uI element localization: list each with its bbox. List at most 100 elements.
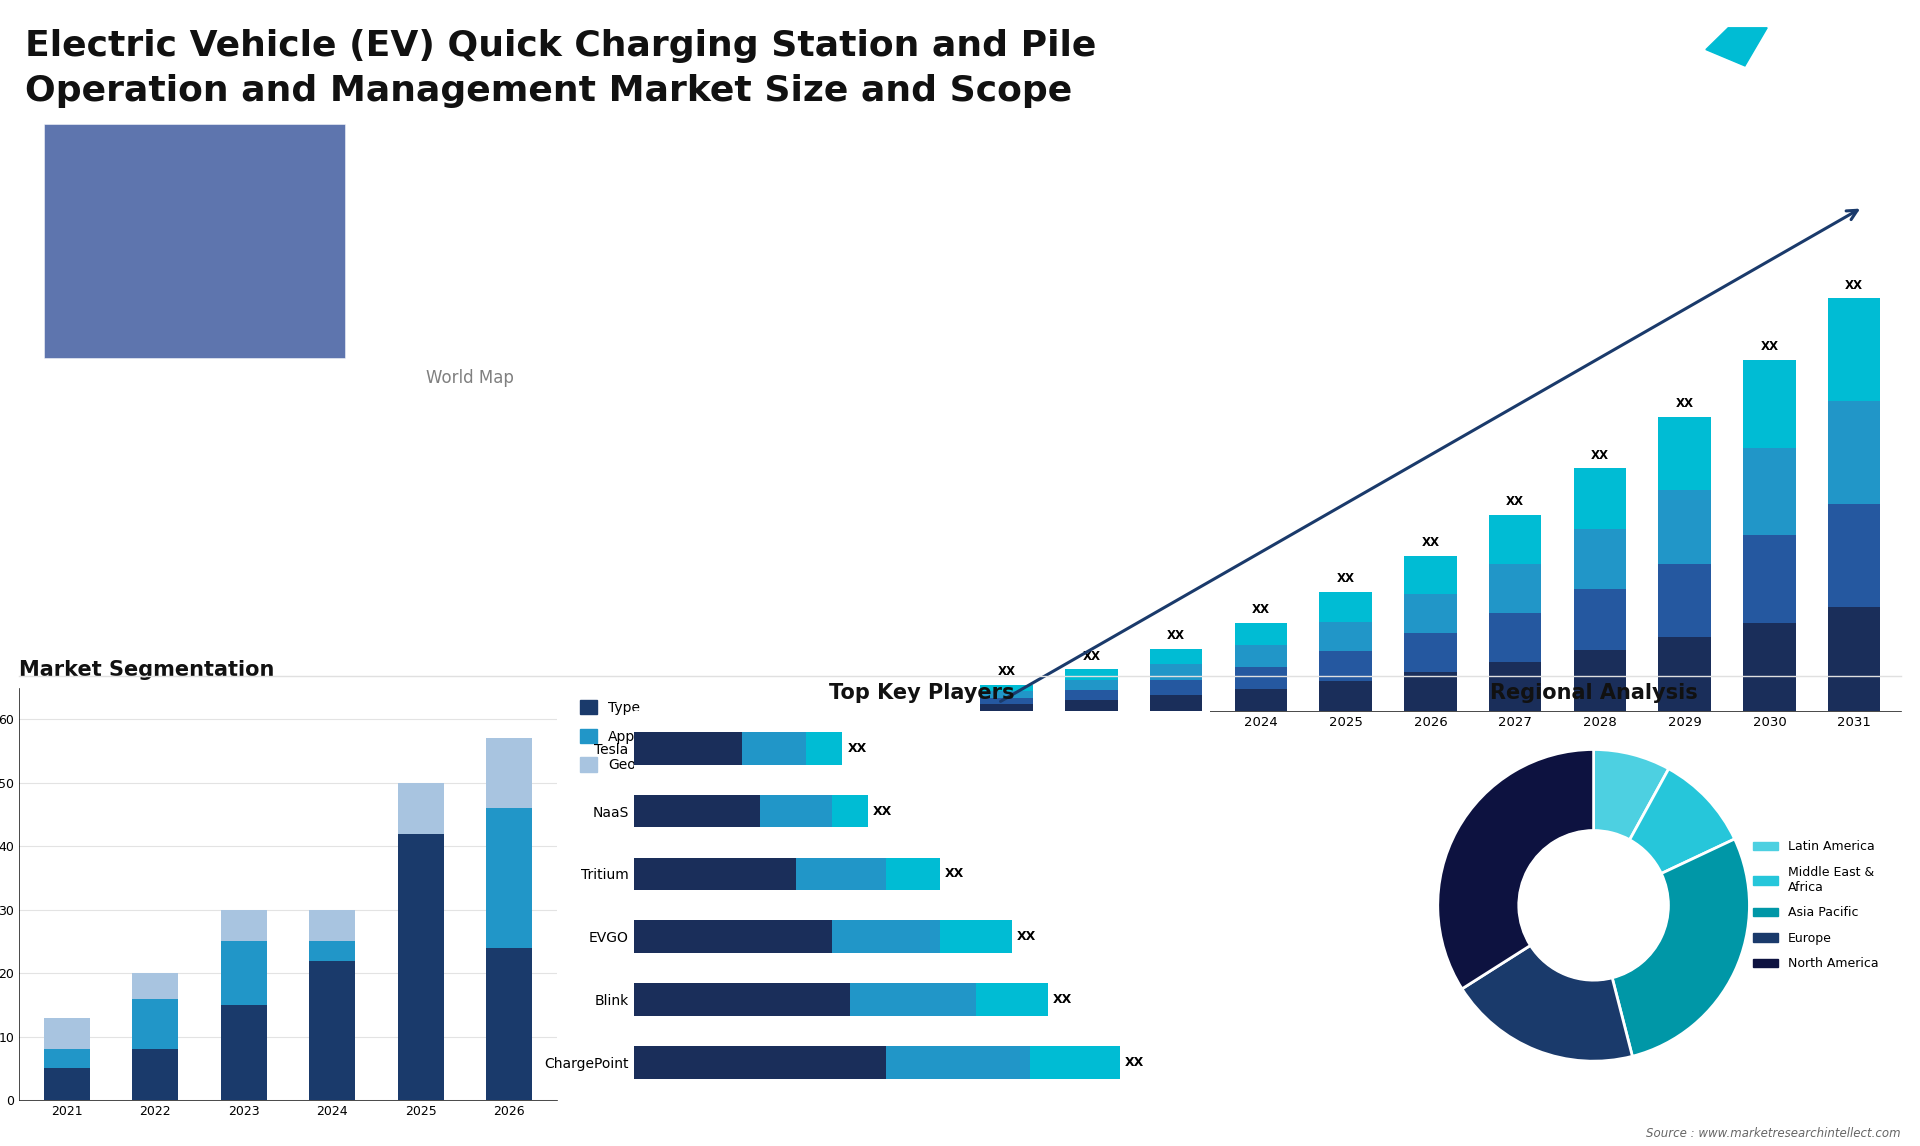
Text: INTELLECT: INTELLECT — [1795, 65, 1849, 74]
Text: XX: XX — [1676, 398, 1693, 410]
Bar — [741, 732, 806, 764]
Bar — [885, 1046, 1029, 1078]
Bar — [1066, 680, 1117, 690]
Text: XX: XX — [1018, 931, 1037, 943]
Bar — [221, 1005, 267, 1100]
Bar — [975, 983, 1048, 1017]
Text: XX: XX — [1421, 536, 1440, 549]
Bar — [1066, 669, 1117, 680]
Bar — [1150, 664, 1202, 680]
Bar — [831, 794, 868, 827]
Bar — [1743, 360, 1795, 448]
Bar — [486, 808, 532, 948]
Bar — [1574, 528, 1626, 589]
Legend: Latin America, Middle East &
Africa, Asia Pacific, Europe, North America: Latin America, Middle East & Africa, Asi… — [1747, 835, 1884, 975]
Bar — [634, 920, 831, 953]
Bar — [1743, 623, 1795, 711]
Text: World Map: World Map — [426, 369, 515, 387]
Text: XX: XX — [1761, 340, 1778, 353]
Bar — [132, 998, 179, 1050]
Bar — [1828, 607, 1880, 711]
Bar — [981, 698, 1033, 704]
Legend: Type, Application, Geography: Type, Application, Geography — [574, 694, 691, 778]
Polygon shape — [1705, 28, 1766, 65]
Text: XX: XX — [1052, 994, 1071, 1006]
Bar — [1404, 556, 1457, 595]
Bar — [1659, 417, 1711, 490]
Bar — [1235, 689, 1286, 711]
Bar — [1828, 401, 1880, 504]
Bar — [309, 942, 355, 960]
Bar — [1574, 589, 1626, 650]
Bar — [1235, 645, 1286, 667]
Text: XX: XX — [874, 804, 893, 817]
Bar — [634, 1046, 885, 1078]
Bar — [1743, 535, 1795, 623]
Polygon shape — [1645, 28, 1684, 65]
Bar — [1828, 504, 1880, 607]
Bar — [221, 910, 267, 942]
Bar — [1828, 298, 1880, 401]
Text: XX: XX — [1845, 278, 1862, 291]
Bar — [795, 857, 885, 890]
Bar — [132, 973, 179, 998]
Bar — [309, 910, 355, 942]
Bar — [1743, 448, 1795, 535]
Bar — [1574, 469, 1626, 528]
Text: XX: XX — [1167, 629, 1185, 642]
Bar — [1404, 672, 1457, 711]
Bar — [1574, 650, 1626, 711]
Bar — [1150, 680, 1202, 694]
Bar — [831, 920, 939, 953]
Circle shape — [1519, 831, 1668, 980]
Bar — [634, 983, 849, 1017]
Text: XX: XX — [998, 666, 1016, 678]
Bar — [634, 857, 795, 890]
Bar — [939, 920, 1012, 953]
Bar — [1319, 591, 1373, 621]
Bar — [486, 738, 532, 808]
Bar — [885, 857, 939, 890]
Bar — [634, 732, 741, 764]
Bar — [309, 960, 355, 1100]
Bar — [1404, 633, 1457, 672]
Bar — [1235, 623, 1286, 645]
Text: MARKET: MARKET — [1801, 31, 1843, 40]
Bar — [132, 1050, 179, 1100]
Bar — [1488, 612, 1542, 661]
Text: XX: XX — [1252, 604, 1269, 617]
Text: Operation and Management Market Size and Scope: Operation and Management Market Size and… — [25, 74, 1071, 109]
Bar — [44, 1018, 90, 1050]
Text: Market Segmentation: Market Segmentation — [19, 660, 275, 681]
Bar — [1029, 1046, 1119, 1078]
Wedge shape — [1630, 769, 1734, 873]
Text: XX: XX — [1083, 650, 1100, 662]
Bar — [981, 691, 1033, 698]
Bar — [1659, 490, 1711, 564]
Wedge shape — [1438, 749, 1594, 989]
Bar — [1235, 667, 1286, 689]
Bar — [1404, 595, 1457, 633]
Bar — [397, 833, 444, 1100]
Text: Electric Vehicle (EV) Quick Charging Station and Pile: Electric Vehicle (EV) Quick Charging Sta… — [25, 29, 1096, 63]
Text: XX: XX — [945, 868, 964, 880]
Bar — [486, 948, 532, 1100]
Bar — [1488, 564, 1542, 612]
Bar — [44, 1068, 90, 1100]
Text: XX: XX — [1592, 449, 1609, 462]
Wedge shape — [1461, 945, 1632, 1061]
Text: Source : www.marketresearchintellect.com: Source : www.marketresearchintellect.com — [1645, 1128, 1901, 1140]
Bar — [1150, 694, 1202, 711]
Bar — [1150, 649, 1202, 664]
Bar — [1659, 637, 1711, 711]
Wedge shape — [1613, 839, 1749, 1057]
Bar — [44, 1050, 90, 1068]
Bar — [981, 704, 1033, 711]
Bar — [1066, 690, 1117, 700]
Polygon shape — [44, 125, 346, 358]
Text: XX: XX — [1336, 573, 1356, 586]
Polygon shape — [1645, 28, 1705, 49]
Title: Regional Analysis: Regional Analysis — [1490, 683, 1697, 704]
Text: RESEARCH: RESEARCH — [1795, 48, 1849, 57]
Bar — [634, 794, 760, 827]
